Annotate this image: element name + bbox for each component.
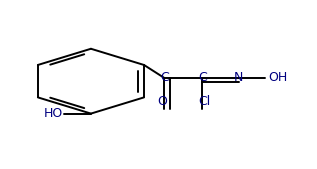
Text: Cl: Cl [198,95,210,108]
Text: N: N [234,71,243,84]
Text: C: C [198,71,207,84]
Text: O: O [158,95,167,108]
Text: C: C [160,71,169,84]
Text: HO: HO [43,107,63,120]
Text: OH: OH [268,71,287,84]
